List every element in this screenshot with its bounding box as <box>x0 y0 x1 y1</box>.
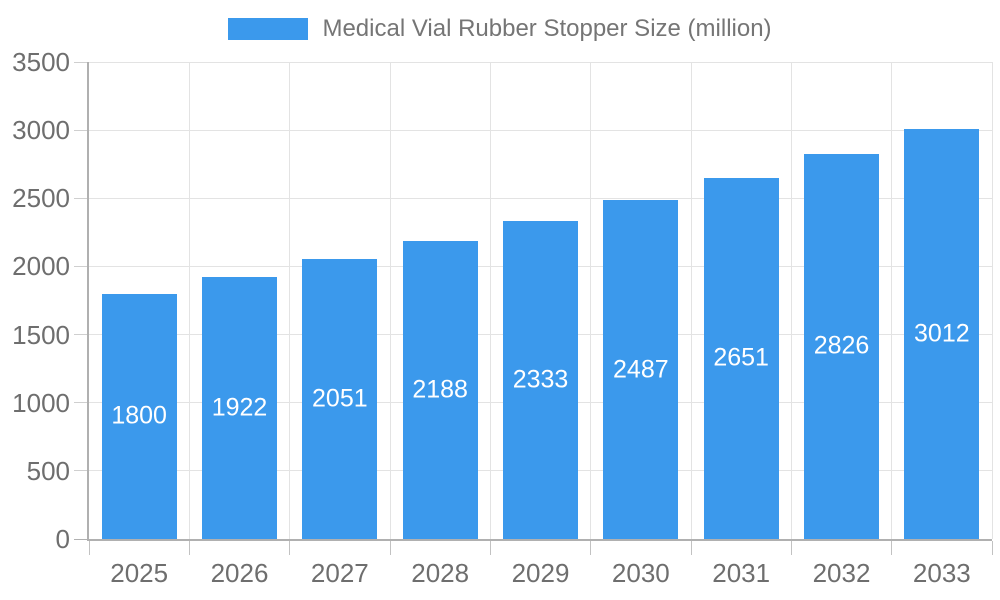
bar-2027[interactable]: 2051 <box>302 259 378 539</box>
x-axis-labels: 2025 2026 2027 2028 2029 2030 2031 2032 2033 <box>89 560 992 594</box>
gridline-h <box>89 129 992 131</box>
x-axis-tick <box>389 541 391 555</box>
y-axis-labels: 0 500 1000 1500 2000 2500 3000 3500 <box>0 49 70 552</box>
gridline-v <box>289 62 291 539</box>
y-axis-label: 3000 <box>12 115 70 146</box>
y-axis-tick <box>74 334 87 336</box>
gridline-v <box>188 62 190 539</box>
bar-2033[interactable]: 3012 <box>904 128 980 539</box>
x-axis-label: 2026 <box>210 558 269 588</box>
plot-area: 1800 1922 2051 2188 2333 2487 2651 2826 3012 <box>74 61 993 555</box>
bar-value-label: 2826 <box>813 331 870 360</box>
y-axis-tick <box>74 265 87 267</box>
x-axis-label: 2032 <box>812 558 871 588</box>
gridline-v <box>489 62 491 539</box>
bar-2025[interactable]: 1800 <box>101 293 177 539</box>
x-axis-label: 2027 <box>310 558 369 588</box>
x-axis-tick <box>790 541 792 555</box>
bar-2026[interactable]: 1922 <box>201 277 278 539</box>
x-axis-tick <box>991 541 993 555</box>
x-axis-label: 2030 <box>611 558 670 588</box>
y-axis-tick <box>74 61 87 63</box>
legend-label: Medical Vial Rubber Stopper Size (millio… <box>322 15 772 42</box>
y-axis-label: 1500 <box>12 319 70 350</box>
bar-value-label: 2651 <box>713 343 769 372</box>
bar-value-label: 2188 <box>412 375 468 404</box>
x-axis-label: 2029 <box>511 558 570 588</box>
gridline-v <box>891 62 893 539</box>
gridline-v <box>389 62 391 539</box>
x-axis-tick <box>690 541 692 555</box>
x-axis-label: 2025 <box>110 558 169 588</box>
y-axis-label: 3500 <box>12 47 70 77</box>
y-axis-tick <box>74 129 87 131</box>
x-axis-tick <box>891 541 893 555</box>
bar-value-label: 2051 <box>312 384 368 413</box>
gridline-h <box>89 61 992 63</box>
bar-value-label: 1922 <box>211 393 268 422</box>
x-axis-label: 2028 <box>411 558 470 588</box>
bar-value-label: 2333 <box>512 365 569 394</box>
bar-2029[interactable]: 2333 <box>502 221 579 539</box>
bar-value-label: 2487 <box>613 355 669 384</box>
bar-value-label: 3012 <box>914 319 970 348</box>
bar-2032[interactable]: 2826 <box>803 153 880 539</box>
legend-swatch-icon <box>228 18 309 40</box>
x-axis-tick <box>489 541 491 555</box>
bar-2031[interactable]: 2651 <box>703 177 779 539</box>
gridline-v <box>690 62 692 539</box>
chart-legend[interactable]: Medical Vial Rubber Stopper Size (millio… <box>0 12 1000 46</box>
bar-2028[interactable]: 2188 <box>402 240 478 539</box>
x-axis-label: 2033 <box>912 558 971 588</box>
y-axis-label: 1000 <box>12 387 70 418</box>
y-axis-tick <box>74 402 87 404</box>
x-axis-tick <box>590 541 592 555</box>
bar-value-label: 1800 <box>111 401 167 430</box>
x-axis-tick <box>289 541 291 555</box>
x-axis-tick <box>88 541 90 555</box>
bar-2030[interactable]: 2487 <box>603 200 679 539</box>
y-axis-label: 0 <box>55 524 70 554</box>
y-axis-label: 500 <box>26 455 70 486</box>
x-axis-label: 2031 <box>712 558 771 588</box>
y-axis-tick <box>74 470 87 472</box>
y-axis-label: 2000 <box>12 251 70 282</box>
x-axis-tick <box>188 541 190 555</box>
gridline-h <box>89 197 992 199</box>
y-axis-tick <box>74 538 87 540</box>
gridline-v <box>590 62 592 539</box>
gridline-v <box>991 62 993 539</box>
gridline-v <box>790 62 792 539</box>
y-axis-tick <box>74 197 87 199</box>
y-axis-label: 2500 <box>12 183 70 214</box>
